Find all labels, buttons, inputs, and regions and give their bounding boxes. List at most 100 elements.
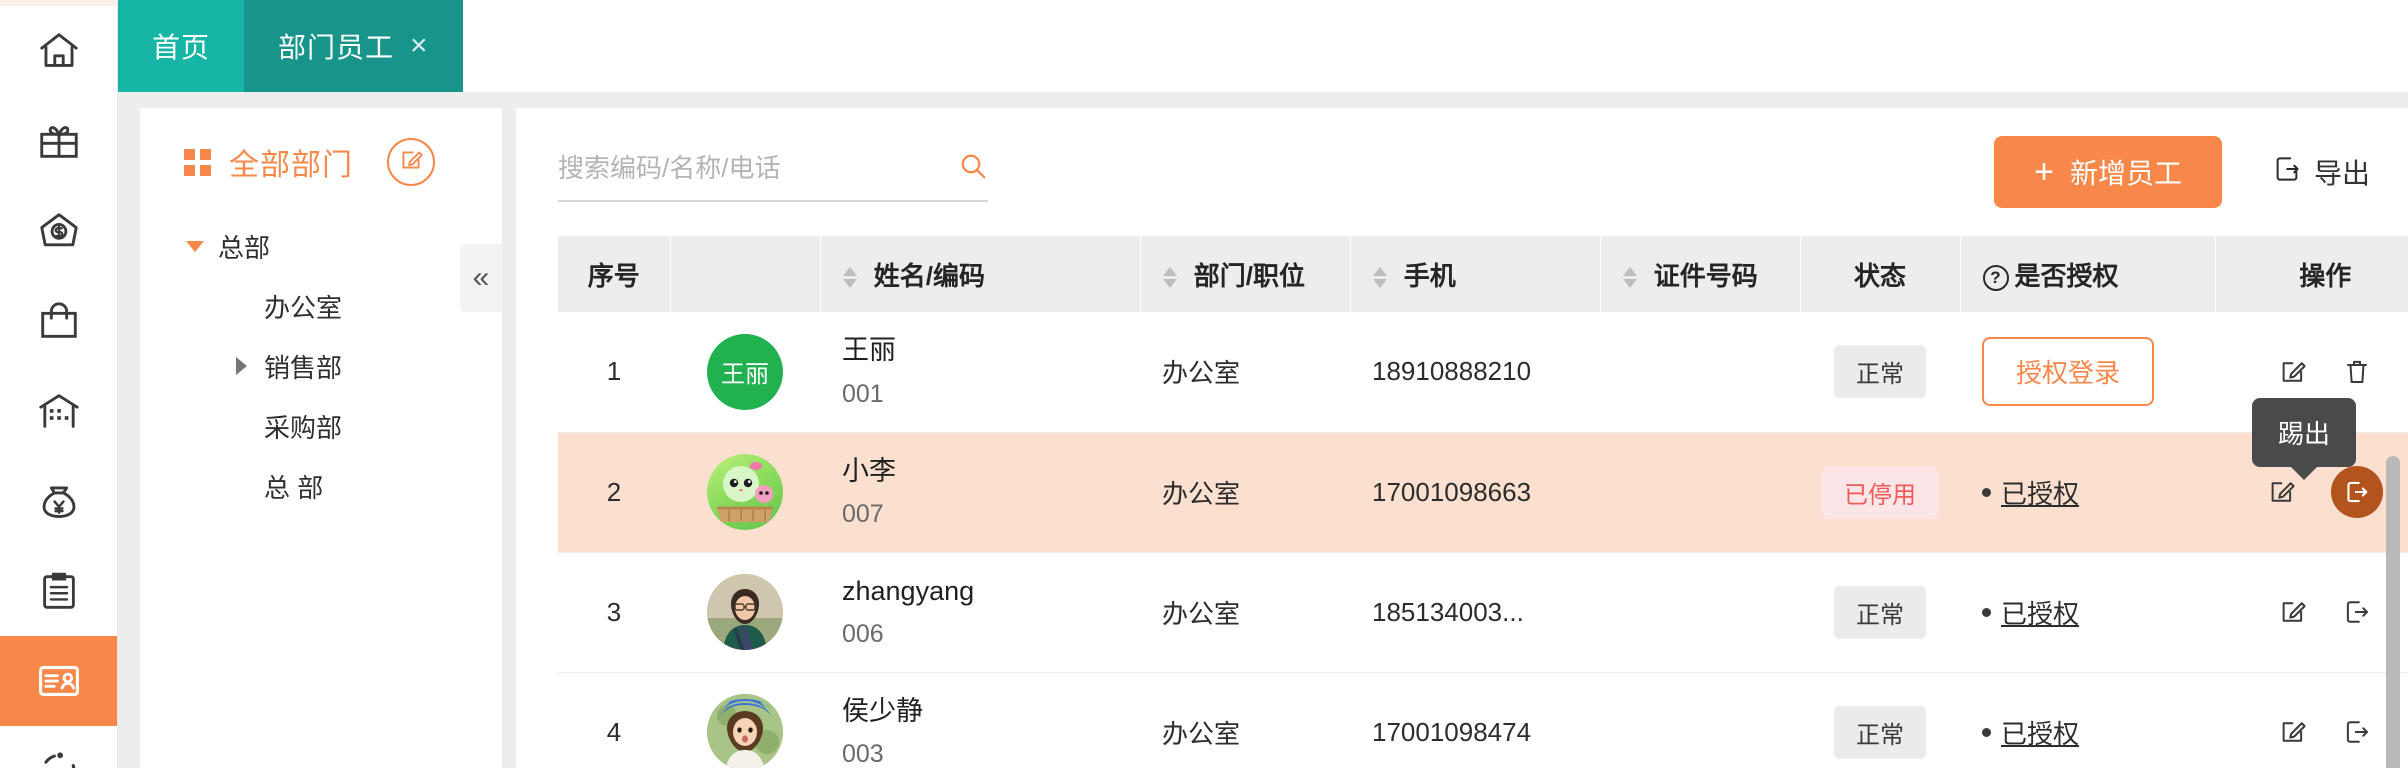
- cell-phone: 185134003...: [1350, 552, 1600, 673]
- tab-home[interactable]: 首页: [118, 0, 245, 92]
- vertical-scrollbar[interactable]: [2386, 456, 2400, 768]
- avatar: 王丽: [707, 333, 783, 410]
- add-employee-label: 新增员工: [2069, 158, 2182, 189]
- col-id-number-label: 证件号码: [1653, 260, 1758, 291]
- sort-icon[interactable]: [1162, 267, 1177, 289]
- employee-table-body: 1 王丽 王丽 001 办公室: [558, 312, 2408, 768]
- tab-department-employee[interactable]: 部门员工 ×: [244, 0, 463, 92]
- col-index: 序号: [558, 236, 671, 312]
- col-authorized: ? 是否授权: [1960, 236, 2216, 312]
- table-row[interactable]: 3: [558, 552, 2408, 673]
- kick-out-icon[interactable]: [2342, 597, 2372, 627]
- employee-code: 007: [842, 500, 884, 529]
- export-label: 导出: [2313, 158, 2370, 189]
- col-id-number[interactable]: 证件号码: [1600, 236, 1801, 312]
- rail-top-strip: [0, 0, 117, 6]
- search-box[interactable]: [558, 151, 988, 202]
- authorized-link[interactable]: 已授权: [1982, 594, 2079, 631]
- help-icon[interactable]: ?: [1982, 264, 2009, 291]
- cell-avatar: 王丽: [670, 312, 820, 433]
- house-dollar-icon: [36, 208, 82, 254]
- tree-node-office[interactable]: 办公室: [140, 276, 502, 336]
- rail-item-employee-card[interactable]: [0, 636, 117, 726]
- chevron-down-icon[interactable]: [182, 240, 208, 252]
- cell-phone: 18910888210: [1350, 312, 1600, 433]
- left-icon-rail: [0, 0, 118, 768]
- authorized-link[interactable]: 已授权: [1982, 474, 2079, 511]
- tree-node-list: 总部 办公室 销售部 采购部: [140, 198, 502, 516]
- export-button[interactable]: 导出: [2272, 152, 2370, 192]
- edit-departments-button[interactable]: [387, 138, 435, 186]
- rail-item-shopping-bag[interactable]: [0, 276, 117, 366]
- search-input[interactable]: [558, 152, 958, 184]
- col-status: 状态: [1800, 236, 1961, 312]
- employee-card-icon: [36, 658, 82, 704]
- add-employee-button[interactable]: + 新增员工: [1994, 136, 2222, 208]
- table-row[interactable]: 1 王丽 王丽 001 办公室: [558, 312, 2408, 433]
- cell-id-number: [1600, 432, 1800, 553]
- edit-icon[interactable]: [2267, 477, 2297, 507]
- col-phone-label: 手机: [1403, 260, 1456, 291]
- rail-item-gift[interactable]: [0, 96, 117, 186]
- avatar-image: [707, 694, 783, 768]
- all-departments-title[interactable]: 全部部门: [229, 149, 353, 182]
- table-row[interactable]: 2: [558, 432, 2408, 553]
- col-dept-position[interactable]: 部门/职位: [1140, 236, 1351, 312]
- cell-status: 正常: [1800, 312, 1960, 433]
- rail-item-clipboard[interactable]: [0, 546, 117, 636]
- edit-icon[interactable]: [2278, 717, 2308, 747]
- kick-out-icon[interactable]: [2342, 717, 2372, 747]
- employee-code: 003: [842, 740, 884, 768]
- kick-out-tooltip: 踢出: [2251, 398, 2356, 467]
- tree-node-sales[interactable]: 销售部: [140, 336, 502, 396]
- tree-node-headquarters-sub[interactable]: 总 部: [140, 456, 502, 516]
- export-icon: [2272, 154, 2302, 191]
- tree-node-headquarters[interactable]: 总部: [140, 216, 502, 276]
- rail-item-home[interactable]: [0, 6, 117, 96]
- tab-department-employee-label: 部门员工: [278, 32, 395, 63]
- search-icon[interactable]: [958, 151, 988, 186]
- employee-table-wrapper: 序号 姓名/编码: [516, 236, 2408, 768]
- col-index-label: 序号: [587, 260, 640, 291]
- sort-icon[interactable]: [842, 267, 857, 289]
- cell-index: 3: [558, 552, 670, 673]
- tree-node-purchasing[interactable]: 采购部: [140, 396, 502, 456]
- rail-item-money-bag[interactable]: [0, 456, 117, 546]
- col-status-label: 状态: [1853, 260, 1906, 291]
- sort-icon[interactable]: [1622, 267, 1637, 289]
- sort-icon[interactable]: [1372, 267, 1387, 289]
- status-badge: 正常: [1834, 705, 1926, 759]
- cell-status: 正常: [1800, 552, 1960, 673]
- money-bag-yuan-icon: [36, 478, 82, 524]
- kick-out-icon[interactable]: [2331, 466, 2383, 518]
- rail-item-dashed-circle[interactable]: [0, 726, 117, 768]
- edit-icon[interactable]: [2278, 357, 2308, 387]
- authorize-login-button[interactable]: 授权登录: [1982, 337, 2155, 407]
- cell-dept: 办公室: [1140, 672, 1350, 768]
- shopping-bag-icon: [36, 298, 82, 344]
- tree-node-label: 办公室: [264, 292, 343, 323]
- cell-name-code: 小李 007: [820, 432, 1140, 553]
- edit-icon[interactable]: [2278, 597, 2308, 627]
- status-badge: 已停用: [1822, 465, 1938, 519]
- rail-item-warehouse[interactable]: [0, 366, 117, 456]
- table-row[interactable]: 4: [558, 672, 2408, 768]
- tab-bar: 首页 部门员工 ×: [118, 0, 2408, 92]
- col-phone[interactable]: 手机: [1350, 236, 1601, 312]
- close-icon[interactable]: ×: [410, 29, 429, 62]
- authorized-link[interactable]: 已授权: [1982, 714, 2079, 751]
- col-name-code-label: 姓名/编码: [873, 260, 985, 291]
- chevron-right-icon[interactable]: [228, 357, 254, 375]
- cell-operations: [2215, 552, 2408, 673]
- status-badge: 正常: [1834, 585, 1926, 639]
- col-name-code[interactable]: 姓名/编码: [820, 236, 1141, 312]
- department-tree-panel: 全部部门 总部: [140, 108, 502, 768]
- bullet-icon: [1982, 728, 1991, 737]
- collapse-sidebar-button[interactable]: «: [460, 244, 502, 312]
- status-badge: 正常: [1834, 345, 1926, 399]
- trash-icon[interactable]: [2342, 357, 2372, 387]
- cell-authorized: 授权登录: [1960, 312, 2215, 433]
- cell-id-number: [1600, 552, 1800, 673]
- rail-item-house-dollar[interactable]: [0, 186, 117, 276]
